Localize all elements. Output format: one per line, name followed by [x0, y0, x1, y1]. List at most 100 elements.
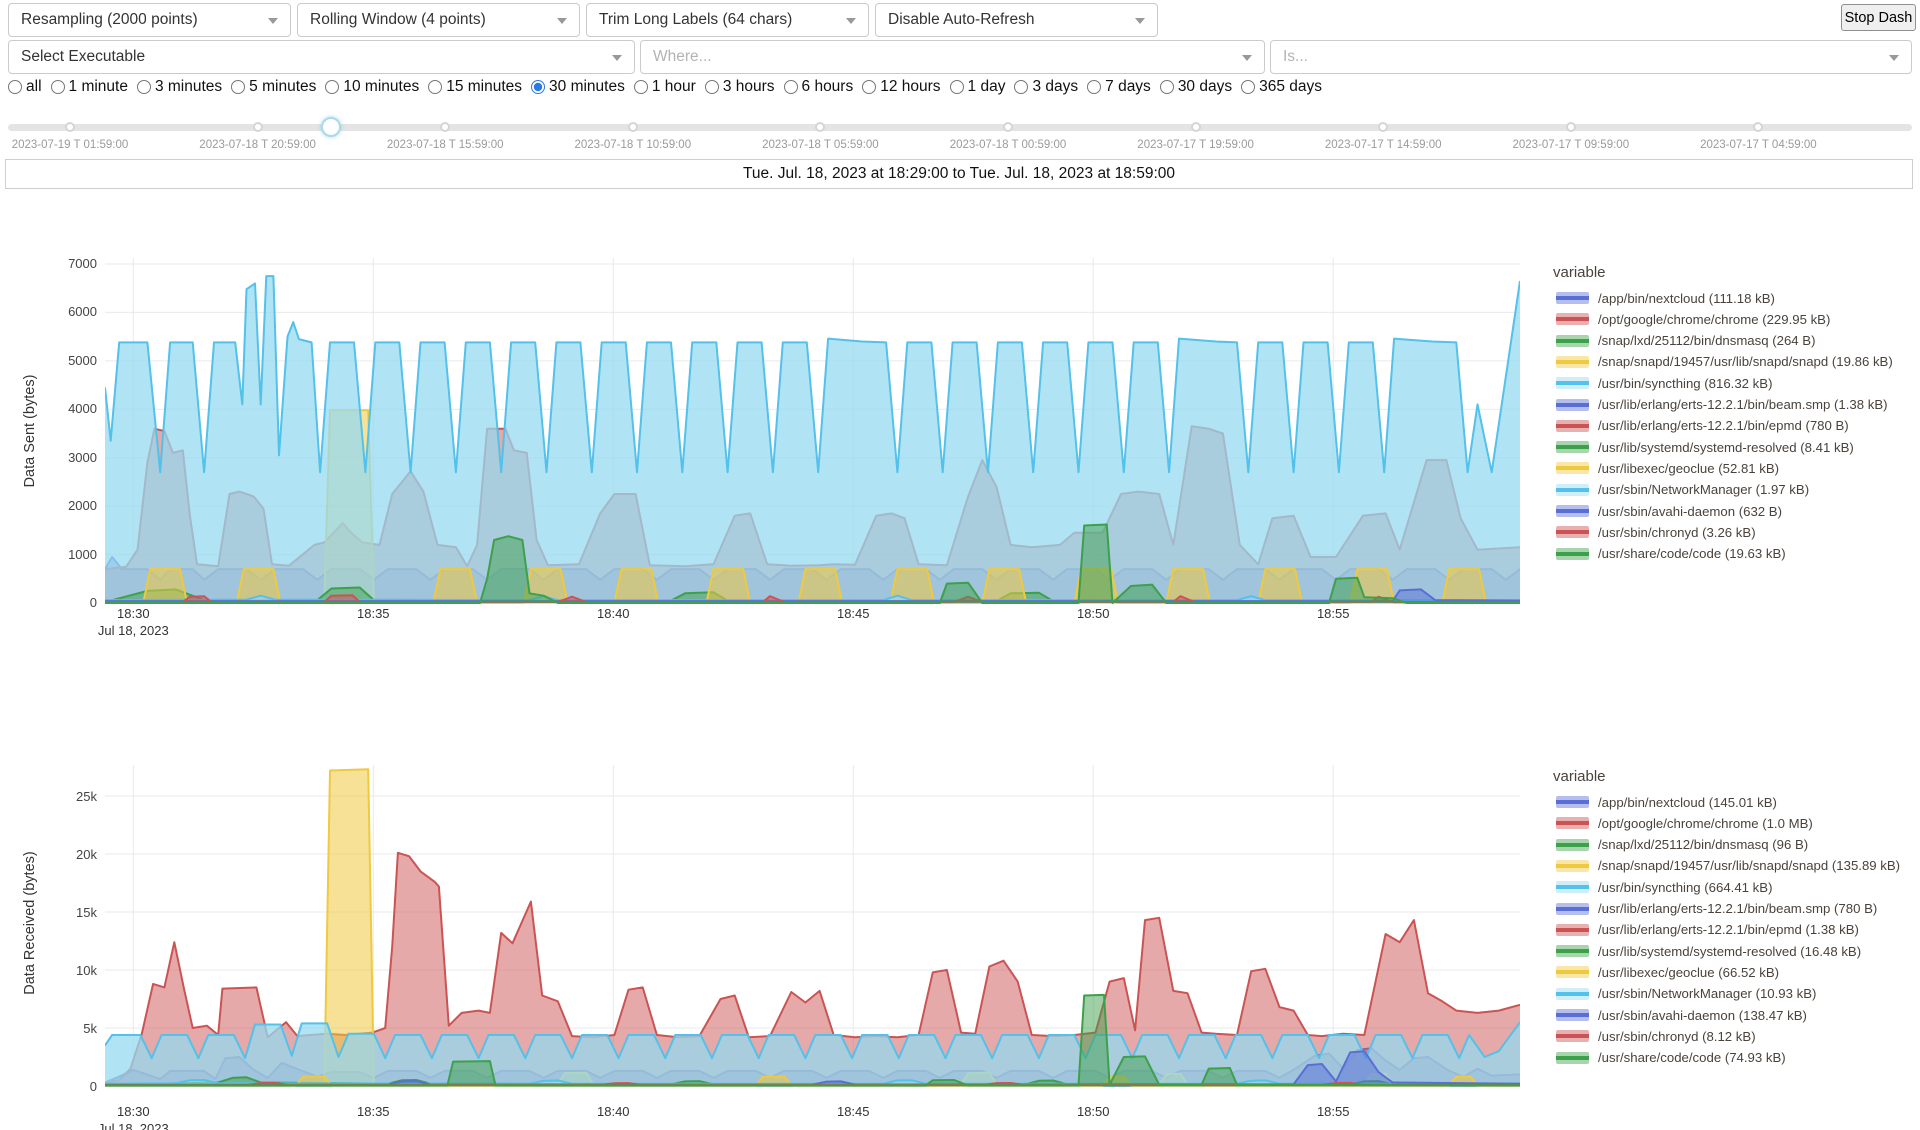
legend-item[interactable]: /app/bin/nextcloud (111.18 kB)	[1556, 289, 1775, 307]
where-input[interactable]: Where...	[640, 40, 1265, 74]
chevron-down-icon	[612, 55, 622, 61]
plot-area[interactable]	[105, 765, 1520, 1088]
radio-input[interactable]	[325, 80, 339, 94]
legend-swatch-icon	[1556, 924, 1589, 936]
legend-item[interactable]: /usr/lib/erlang/erts-12.2.1/bin/epmd (1.…	[1556, 921, 1859, 939]
legend-item[interactable]: /usr/share/code/code (74.93 kB)	[1556, 1049, 1786, 1067]
radio-input[interactable]	[137, 80, 151, 94]
radio-input[interactable]	[8, 80, 22, 94]
radio-input[interactable]	[1014, 80, 1028, 94]
legend-swatch-icon	[1556, 903, 1589, 915]
time-radio-5-minutes[interactable]: 5 minutes	[231, 78, 316, 96]
x-tick-label: 18:55	[1317, 1104, 1350, 1119]
stop-dash-button[interactable]: Stop Dash	[1841, 4, 1916, 31]
radio-input[interactable]	[634, 80, 648, 94]
legend-item[interactable]: /snap/lxd/25112/bin/dnsmasq (264 B)	[1556, 332, 1815, 350]
legend-swatch-line	[1556, 885, 1589, 889]
select-executable-dropdown[interactable]: Select Executable	[8, 40, 635, 74]
legend-item[interactable]: /usr/lib/erlang/erts-12.2.1/bin/epmd (78…	[1556, 417, 1849, 435]
time-radio-3-days[interactable]: 3 days	[1014, 78, 1078, 96]
slider-tick-label: 2023-07-18 T 10:59:00	[575, 139, 692, 151]
legend-label: /app/bin/nextcloud (111.18 kB)	[1598, 291, 1775, 306]
legend-item[interactable]: /usr/libexec/geoclue (52.81 kB)	[1556, 459, 1779, 477]
legend-item[interactable]: /snap/lxd/25112/bin/dnsmasq (96 B)	[1556, 836, 1808, 854]
radio-input[interactable]	[531, 80, 545, 94]
radio-label: 1 day	[968, 78, 1006, 96]
legend-item[interactable]: /snap/snapd/19457/usr/lib/snapd/snapd (1…	[1556, 857, 1900, 875]
legend-swatch-line	[1556, 466, 1589, 470]
legend-swatch-line	[1556, 296, 1589, 300]
trim-labels-dropdown[interactable]: Trim Long Labels (64 chars)	[586, 3, 869, 37]
legend-label: /usr/share/code/code (19.63 kB)	[1598, 546, 1786, 561]
radio-input[interactable]	[51, 80, 65, 94]
auto-refresh-dropdown[interactable]: Disable Auto-Refresh	[875, 3, 1158, 37]
time-radio-30-days[interactable]: 30 days	[1160, 78, 1232, 96]
radio-input[interactable]	[428, 80, 442, 94]
time-radio-30-minutes[interactable]: 30 minutes	[531, 78, 625, 96]
x-tick-label: 18:40	[597, 606, 630, 621]
legend-item[interactable]: /usr/libexec/geoclue (66.52 kB)	[1556, 963, 1779, 981]
time-radio-6-hours[interactable]: 6 hours	[784, 78, 854, 96]
legend-swatch-icon	[1556, 441, 1589, 453]
time-radio-3-minutes[interactable]: 3 minutes	[137, 78, 222, 96]
where-placeholder: Where...	[653, 48, 712, 66]
time-radio-7-days[interactable]: 7 days	[1087, 78, 1151, 96]
legend-item[interactable]: /usr/sbin/chronyd (3.26 kB)	[1556, 523, 1756, 541]
legend-title: variable	[1553, 768, 1606, 785]
legend-item[interactable]: /opt/google/chrome/chrome (229.95 kB)	[1556, 310, 1830, 328]
legend-item[interactable]: /usr/sbin/NetworkManager (10.93 kB)	[1556, 985, 1816, 1003]
legend-item[interactable]: /usr/lib/erlang/erts-12.2.1/bin/beam.smp…	[1556, 396, 1888, 414]
time-slider-handle[interactable]	[321, 117, 341, 137]
time-radio-1-hour[interactable]: 1 hour	[634, 78, 696, 96]
legend-item[interactable]: /opt/google/chrome/chrome (1.0 MB)	[1556, 814, 1813, 832]
legend-swatch-icon	[1556, 462, 1589, 474]
legend-item[interactable]: /app/bin/nextcloud (145.01 kB)	[1556, 793, 1777, 811]
plot-area[interactable]	[105, 258, 1520, 605]
legend-item[interactable]: /usr/sbin/avahi-daemon (138.47 kB)	[1556, 1006, 1807, 1024]
legend-label: /usr/sbin/avahi-daemon (138.47 kB)	[1598, 1008, 1807, 1023]
legend-label: /usr/lib/erlang/erts-12.2.1/bin/epmd (78…	[1598, 418, 1849, 433]
slider-tick-label: 2023-07-18 T 15:59:00	[387, 139, 504, 151]
legend-label: /snap/snapd/19457/usr/lib/snapd/snapd (1…	[1598, 354, 1893, 369]
radio-input[interactable]	[231, 80, 245, 94]
legend-item[interactable]: /snap/snapd/19457/usr/lib/snapd/snapd (1…	[1556, 353, 1893, 371]
legend-item[interactable]: /usr/lib/systemd/systemd-resolved (8.41 …	[1556, 438, 1854, 456]
legend-item[interactable]: /usr/bin/syncthing (816.32 kB)	[1556, 374, 1772, 392]
legend-item[interactable]: /usr/sbin/chronyd (8.12 kB)	[1556, 1027, 1756, 1045]
legend-item[interactable]: /usr/sbin/NetworkManager (1.97 kB)	[1556, 481, 1809, 499]
time-radio-10-minutes[interactable]: 10 minutes	[325, 78, 419, 96]
time-radio-1-minute[interactable]: 1 minute	[51, 78, 128, 96]
radio-input[interactable]	[1160, 80, 1174, 94]
legend-label: /usr/sbin/NetworkManager (10.93 kB)	[1598, 986, 1816, 1001]
legend-label: /usr/sbin/NetworkManager (1.97 kB)	[1598, 482, 1809, 497]
legend-item[interactable]: /usr/share/code/code (19.63 kB)	[1556, 545, 1786, 563]
time-radio-1-day[interactable]: 1 day	[950, 78, 1006, 96]
radio-input[interactable]	[705, 80, 719, 94]
time-radio-365-days[interactable]: 365 days	[1241, 78, 1322, 96]
x-axis-date-label: Jul 18, 2023	[98, 1121, 169, 1130]
legend-swatch-line	[1556, 821, 1589, 825]
legend-swatch-line	[1556, 843, 1589, 847]
legend-item[interactable]: /usr/sbin/avahi-daemon (632 B)	[1556, 502, 1782, 520]
radio-label: 1 minute	[69, 78, 128, 96]
legend-swatch-line	[1556, 992, 1589, 996]
time-radio-all[interactable]: all	[8, 78, 42, 96]
radio-label: 30 minutes	[549, 78, 625, 96]
legend-item[interactable]: /usr/lib/erlang/erts-12.2.1/bin/beam.smp…	[1556, 900, 1877, 918]
is-input[interactable]: Is...	[1270, 40, 1912, 74]
time-slider-track[interactable]	[8, 124, 1912, 131]
time-radio-12-hours[interactable]: 12 hours	[862, 78, 940, 96]
time-radio-3-hours[interactable]: 3 hours	[705, 78, 775, 96]
y-tick-label: 0	[7, 1079, 97, 1094]
legend-item[interactable]: /usr/lib/systemd/systemd-resolved (16.48…	[1556, 942, 1861, 960]
rolling-window-dropdown[interactable]: Rolling Window (4 points)	[297, 3, 580, 37]
radio-input[interactable]	[862, 80, 876, 94]
legend-item[interactable]: /usr/bin/syncthing (664.41 kB)	[1556, 878, 1772, 896]
radio-input[interactable]	[1087, 80, 1101, 94]
resampling-dropdown[interactable]: Resampling (2000 points)	[8, 3, 291, 37]
dashboard: Resampling (2000 points) Rolling Window …	[0, 0, 1920, 1130]
radio-input[interactable]	[950, 80, 964, 94]
radio-input[interactable]	[1241, 80, 1255, 94]
time-radio-15-minutes[interactable]: 15 minutes	[428, 78, 522, 96]
radio-input[interactable]	[784, 80, 798, 94]
